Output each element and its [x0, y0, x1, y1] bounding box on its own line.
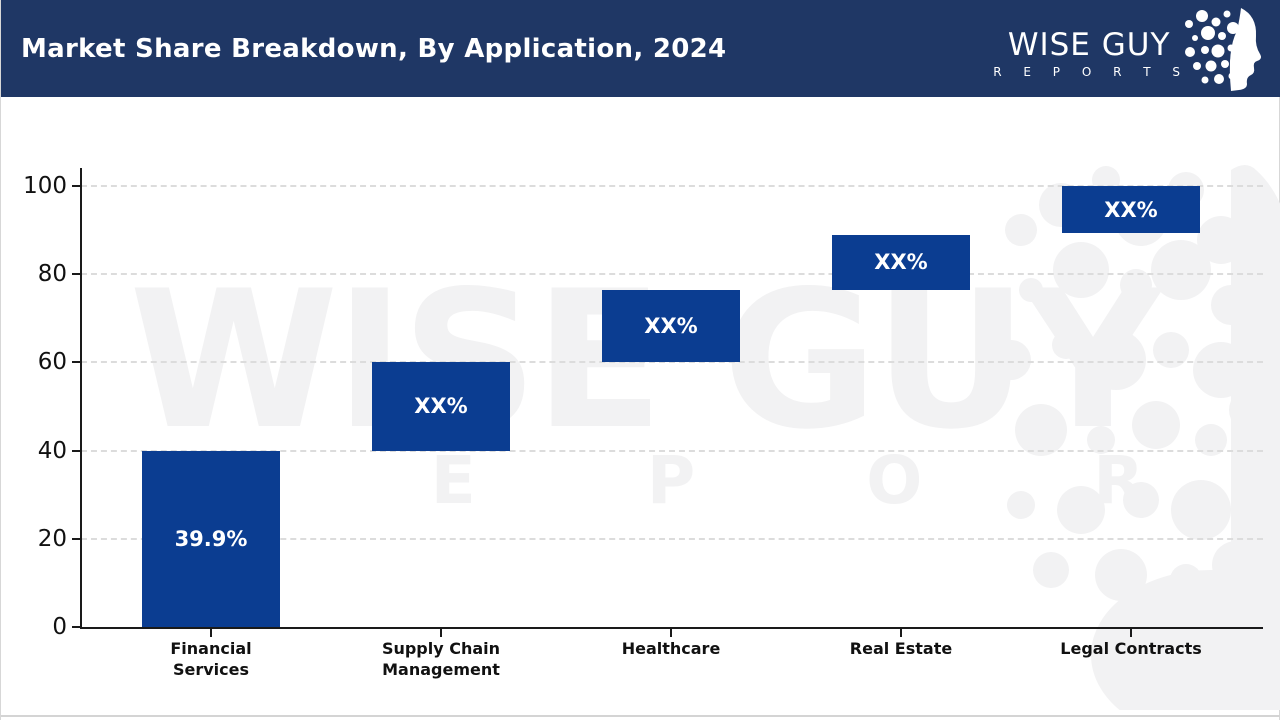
bar-real-estate: XX%	[832, 234, 970, 290]
logo-text: WISE GUY R E P O R T S	[989, 27, 1189, 79]
y-tick-mark-100	[72, 185, 80, 187]
gridline-40	[81, 449, 1263, 452]
logo-brand-subtitle: R E P O R T S	[993, 65, 1189, 79]
x-category-label: Healthcare	[621, 639, 721, 658]
bar-value-label: 39.9%	[174, 527, 248, 551]
x-axis-line	[80, 627, 1263, 629]
x-tick-mark	[670, 629, 672, 637]
y-tick-mark-80	[72, 273, 80, 276]
bar-legal-contracts: XX%	[1062, 186, 1200, 234]
y-tick-mark-0	[72, 626, 80, 628]
page-title: Market Share Breakdown, By Application, …	[21, 33, 727, 64]
x-category-label: Legal Contracts	[1060, 639, 1202, 658]
bar-value-label: XX%	[414, 394, 468, 419]
x-tick-mark	[210, 629, 212, 637]
y-tick-label-20: 20	[37, 525, 67, 552]
y-tick-mark-40	[72, 449, 80, 452]
bar-healthcare: XX%	[602, 290, 740, 362]
y-tick-mark-20	[72, 537, 80, 540]
wise-guy-logo: WISE GUY R E P O R T S	[989, 6, 1267, 92]
bottom-divider	[1, 715, 1280, 717]
header-bar: Market Share Breakdown, By Application, …	[1, 0, 1280, 97]
x-category-label: Real Estate	[849, 639, 953, 658]
gridline-100	[81, 185, 1263, 187]
gridline-20	[81, 537, 1263, 540]
bar-value-label: XX%	[1104, 197, 1158, 222]
gridline-80	[81, 273, 1263, 276]
x-tick-mark	[1130, 629, 1132, 637]
logo-head-icon	[1185, 8, 1261, 91]
y-tick-label-40: 40	[37, 437, 67, 464]
y-tick-mark-60	[72, 361, 80, 364]
y-tick-label-80: 80	[37, 261, 67, 288]
x-category-label: Supply Chain Management	[381, 639, 501, 679]
y-tick-label-0: 0	[52, 614, 67, 640]
bar-value-label: XX%	[874, 250, 928, 275]
gridline-60	[81, 361, 1263, 364]
bar-value-label: XX%	[644, 313, 698, 338]
y-axis-line	[80, 168, 82, 629]
bar-financial-services: 39.9%	[142, 451, 280, 627]
x-tick-mark	[900, 629, 902, 637]
y-tick-label-60: 60	[37, 349, 67, 376]
logo-brand-name: WISE GUY	[1007, 27, 1171, 63]
y-tick-label-100: 100	[23, 173, 67, 199]
bar-supply-chain-management: XX%	[372, 361, 510, 452]
x-category-label: Financial Services	[170, 639, 252, 679]
x-tick-mark	[440, 629, 442, 637]
